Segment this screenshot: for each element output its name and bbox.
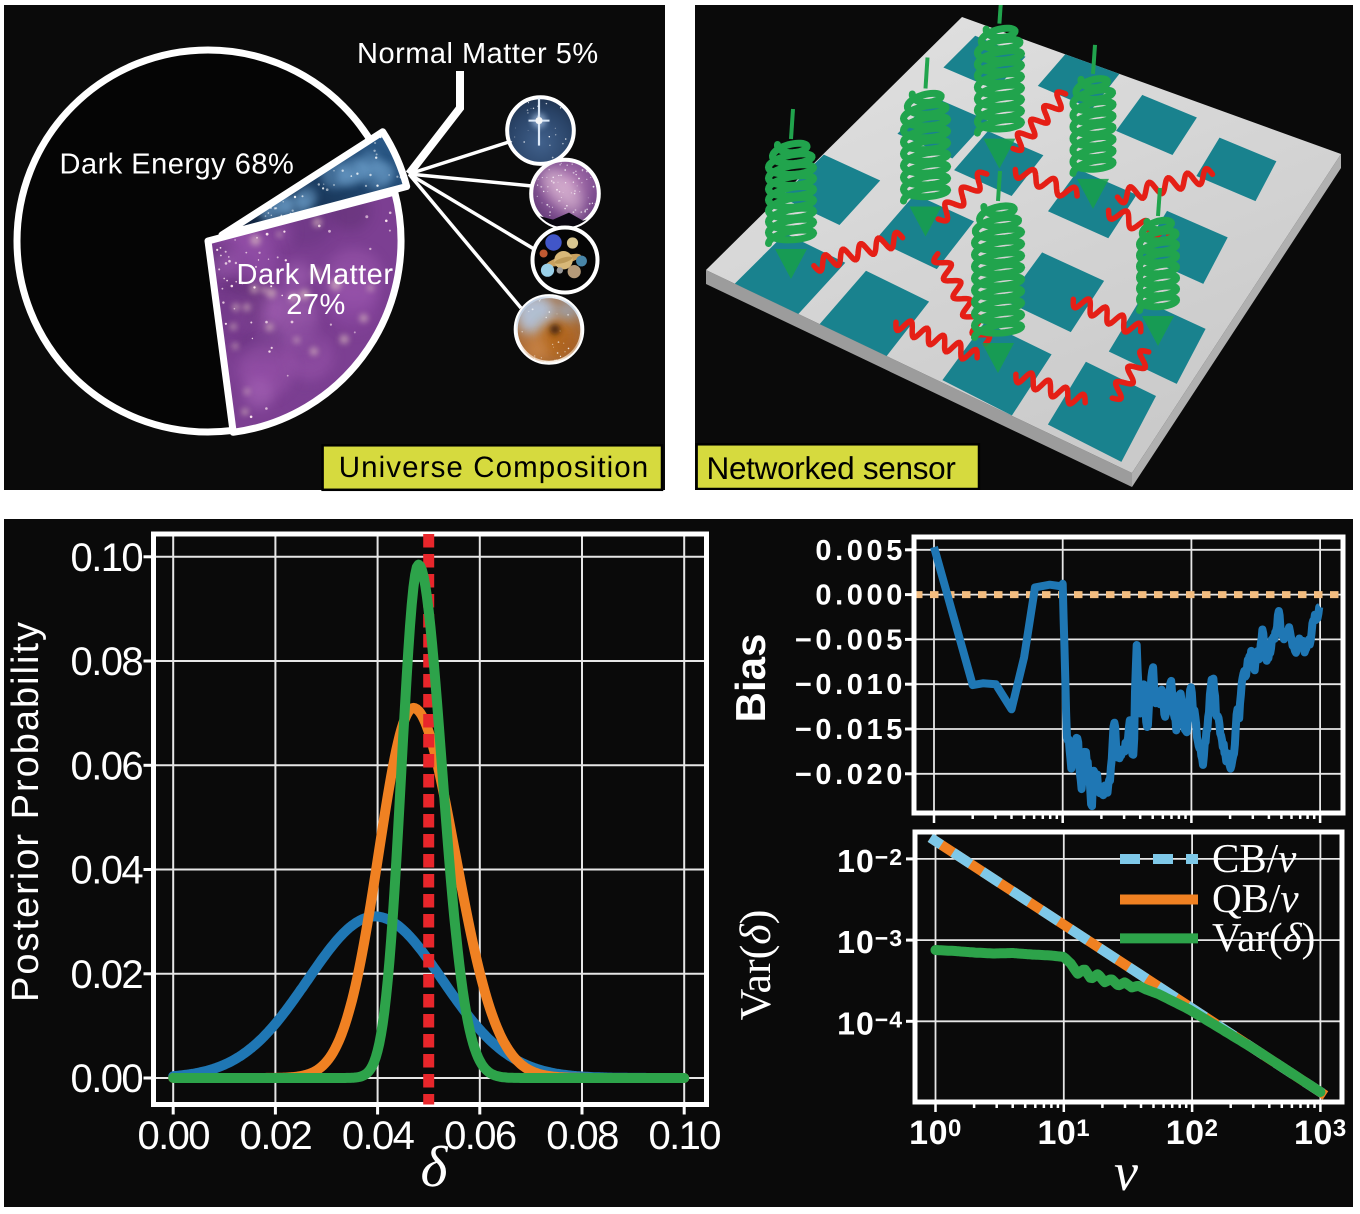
svg-text:Dark Matter: Dark Matter	[237, 259, 394, 291]
svg-text:−0.010: −0.010	[795, 669, 906, 701]
svg-text:0.06: 0.06	[444, 1114, 516, 1158]
svg-text:−0.005: −0.005	[795, 624, 906, 656]
svg-text:CB/ν: CB/ν	[1212, 835, 1297, 881]
svg-text:0.06: 0.06	[71, 744, 143, 788]
svg-text:ν: ν	[1114, 1142, 1138, 1202]
svg-text:0.02: 0.02	[71, 953, 143, 997]
svg-text:δ: δ	[421, 1134, 449, 1199]
svg-text:0.000: 0.000	[815, 580, 906, 612]
svg-text:0.04: 0.04	[342, 1114, 415, 1158]
svg-text:Dark Energy 68%: Dark Energy 68%	[60, 149, 295, 181]
svg-text:0.08: 0.08	[546, 1114, 618, 1158]
svg-text:27%: 27%	[286, 289, 346, 321]
svg-text:0.04: 0.04	[71, 849, 144, 893]
svg-text:0.00: 0.00	[137, 1114, 209, 1158]
svg-text:0.10: 0.10	[71, 536, 143, 580]
svg-text:Var(δ): Var(δ)	[731, 910, 780, 1021]
svg-text:0.02: 0.02	[240, 1114, 312, 1158]
svg-text:Universe Composition: Universe Composition	[339, 451, 650, 484]
svg-text:Var(δ): Var(δ)	[1212, 914, 1315, 960]
svg-text:0.005: 0.005	[815, 535, 906, 567]
svg-text:Normal Matter 5%: Normal Matter 5%	[357, 38, 599, 70]
svg-text:0.10: 0.10	[648, 1114, 720, 1158]
svg-text:QB/ν: QB/ν	[1212, 875, 1299, 921]
svg-text:0.08: 0.08	[71, 640, 143, 684]
svg-text:−0.015: −0.015	[795, 714, 906, 746]
svg-text:−0.020: −0.020	[795, 759, 906, 791]
svg-text:0.00: 0.00	[71, 1057, 143, 1101]
svg-text:Posterior Probability: Posterior Probability	[5, 620, 47, 1002]
svg-text:Bias: Bias	[727, 634, 774, 723]
svg-text:Networked sensor: Networked sensor	[707, 450, 956, 486]
